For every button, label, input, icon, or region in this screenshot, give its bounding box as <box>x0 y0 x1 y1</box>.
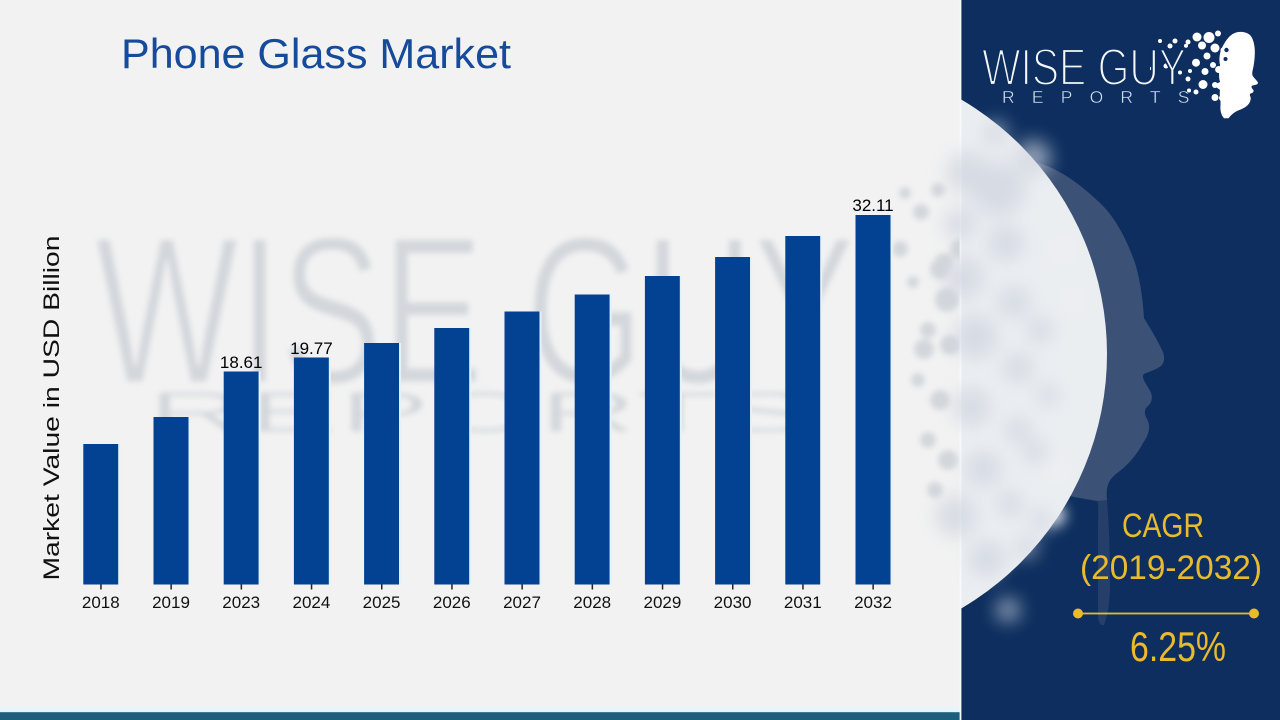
svg-text:2031: 2031 <box>784 593 822 612</box>
svg-text:2024: 2024 <box>292 593 330 612</box>
svg-text:2026: 2026 <box>433 593 471 612</box>
svg-text:(2019-2032): (2019-2032) <box>1080 549 1262 587</box>
svg-text:2018: 2018 <box>82 593 120 612</box>
svg-text:Market Value in USD Billion: Market Value in USD Billion <box>39 236 64 581</box>
svg-text:6.25%: 6.25% <box>1130 623 1226 670</box>
svg-text:18.61: 18.61 <box>220 353 263 372</box>
svg-text:32.11: 32.11 <box>852 196 893 215</box>
svg-text:2027: 2027 <box>503 593 541 612</box>
svg-text:CAGR: CAGR <box>1122 507 1204 545</box>
svg-text:2028: 2028 <box>573 593 611 612</box>
svg-text:WISE GUY: WISE GUY <box>982 39 1186 97</box>
svg-text:19.77: 19.77 <box>290 339 333 358</box>
svg-text:REPORTS: REPORTS <box>1002 87 1207 107</box>
svg-text:2030: 2030 <box>714 593 752 612</box>
svg-text:2019: 2019 <box>152 593 190 612</box>
svg-text:2032: 2032 <box>854 593 892 612</box>
svg-text:2029: 2029 <box>643 593 681 612</box>
svg-text:2023: 2023 <box>222 593 260 612</box>
svg-text:2025: 2025 <box>363 593 401 612</box>
svg-text:Phone Glass Market: Phone Glass Market <box>121 30 511 77</box>
